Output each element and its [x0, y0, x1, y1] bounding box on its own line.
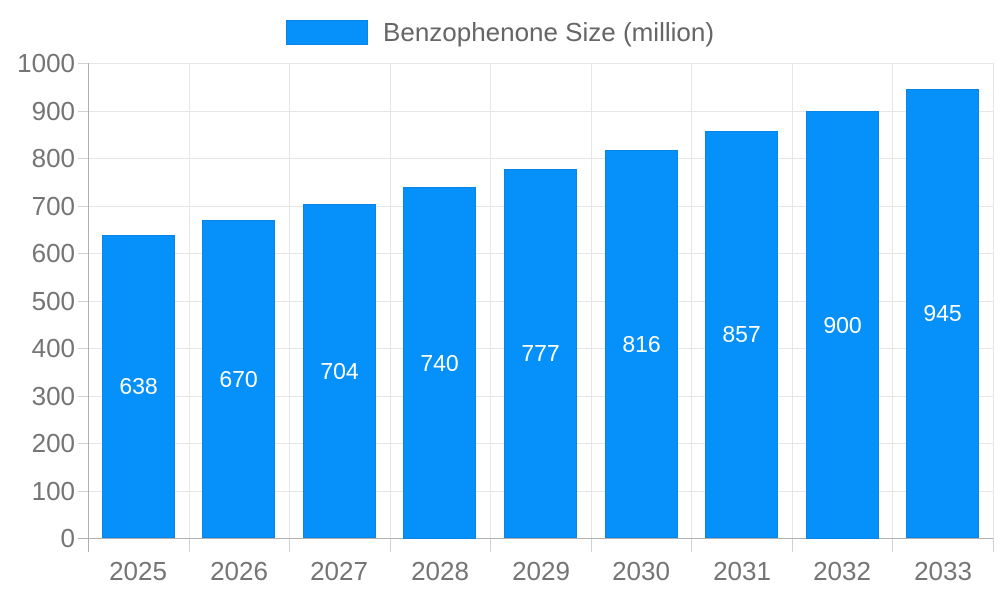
y-axis-label: 600	[31, 238, 75, 268]
x-axis-tick	[892, 538, 893, 552]
y-axis-tick	[78, 396, 88, 397]
bar-value-label: 777	[521, 340, 560, 366]
y-axis-tick	[78, 111, 88, 112]
legend[interactable]: Benzophenone Size (million)	[0, 19, 1000, 45]
y-axis-tick	[78, 348, 88, 349]
x-axis-tick	[490, 538, 491, 552]
bar-2027[interactable]: 704	[303, 204, 376, 538]
gridline-vertical	[691, 63, 692, 538]
x-axis-label: 2033	[914, 556, 972, 586]
y-axis-label: 0	[60, 523, 75, 553]
y-axis-label: 100	[31, 476, 75, 506]
x-axis-tick	[691, 538, 692, 552]
x-axis-label: 2030	[612, 556, 670, 586]
y-axis-tick	[78, 491, 88, 492]
x-axis-line	[78, 538, 993, 539]
y-axis-label: 500	[31, 286, 75, 316]
y-axis-tick	[78, 301, 88, 302]
y-axis-label: 200	[31, 428, 75, 458]
gridline-vertical	[892, 63, 893, 538]
x-axis-label: 2027	[310, 556, 368, 586]
x-axis-tick	[289, 538, 290, 552]
gridline-horizontal	[88, 158, 993, 159]
x-axis-tick	[792, 538, 793, 552]
gridline-vertical	[390, 63, 391, 538]
bar-2028[interactable]: 740	[403, 187, 476, 539]
x-axis-label: 2031	[713, 556, 771, 586]
bar-2030[interactable]: 816	[605, 150, 678, 538]
bar-2032[interactable]: 900	[806, 111, 879, 539]
bar-value-label: 740	[420, 349, 459, 376]
y-axis-tick	[78, 206, 88, 207]
x-axis-label: 2029	[512, 556, 570, 586]
gridline-vertical	[591, 63, 592, 538]
bar-value-label: 945	[923, 300, 962, 326]
x-axis-tick	[189, 538, 190, 552]
bar-value-label: 670	[219, 365, 258, 392]
legend-label: Benzophenone Size (million)	[383, 17, 714, 47]
y-axis-tick	[78, 158, 88, 159]
bar-value-label: 900	[823, 311, 862, 338]
y-axis-line	[88, 63, 89, 552]
y-axis-tick	[78, 443, 88, 444]
x-axis-label: 2025	[109, 556, 167, 586]
y-axis-label: 400	[31, 333, 75, 363]
x-axis-tick	[390, 538, 391, 552]
y-axis-label: 1000	[17, 48, 75, 78]
x-axis-tick	[591, 538, 592, 552]
gridline-horizontal	[88, 111, 993, 112]
gridline-vertical	[993, 63, 994, 538]
y-axis-label: 300	[31, 381, 75, 411]
bar-value-label: 704	[320, 357, 359, 384]
y-axis-label: 700	[31, 191, 75, 221]
y-axis-label: 900	[31, 96, 75, 126]
bar-2026[interactable]: 670	[202, 220, 275, 538]
gridline-vertical	[792, 63, 793, 538]
bar-2031[interactable]: 857	[705, 131, 778, 538]
x-axis-label: 2028	[411, 556, 469, 586]
gridline-horizontal	[88, 63, 993, 64]
legend-swatch[interactable]	[286, 19, 369, 45]
y-axis-tick	[78, 253, 88, 254]
y-axis-label: 800	[31, 143, 75, 173]
bar-2029[interactable]: 777	[504, 169, 577, 538]
bar-value-label: 638	[119, 373, 158, 399]
gridline-vertical	[189, 63, 190, 538]
bar-2025[interactable]: 638	[102, 235, 175, 538]
x-axis-label: 2026	[210, 556, 268, 586]
bar-value-label: 857	[722, 321, 761, 347]
x-axis-tick	[993, 538, 994, 552]
x-axis-label: 2032	[813, 556, 871, 586]
y-axis-tick	[78, 63, 88, 64]
gridline-vertical	[490, 63, 491, 538]
bar-value-label: 816	[622, 330, 661, 357]
gridline-vertical	[289, 63, 290, 538]
bar-2033[interactable]: 945	[906, 89, 979, 538]
